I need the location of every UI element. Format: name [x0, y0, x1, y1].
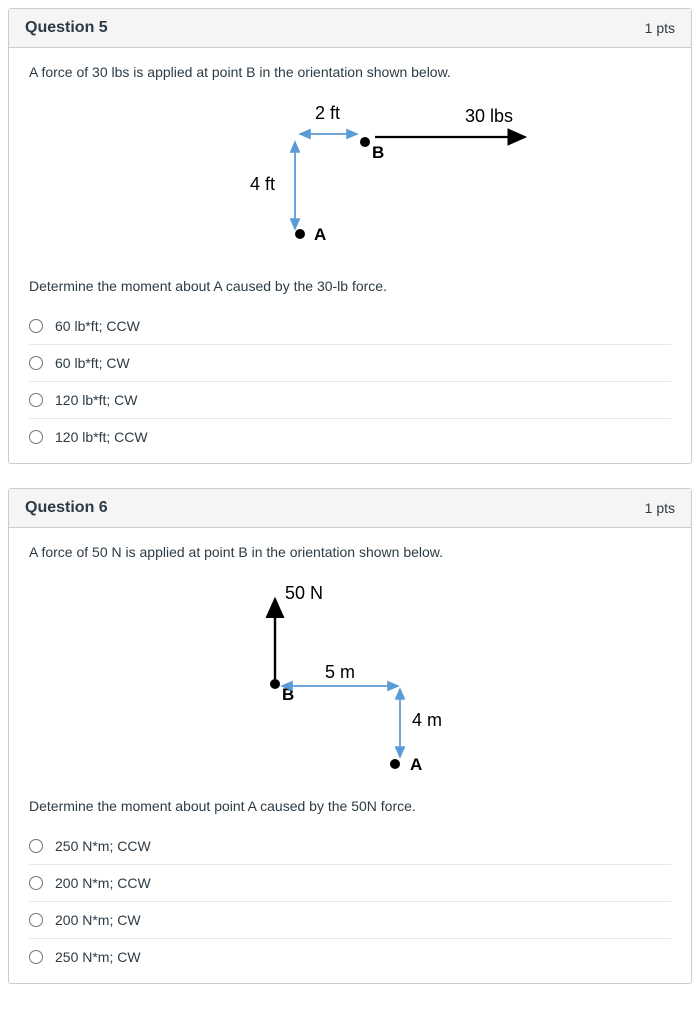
question-header: Question 6 1 pts — [9, 489, 691, 528]
question-body: A force of 50 N is applied at point B in… — [9, 528, 691, 983]
question-text-2: Determine the moment about A caused by t… — [29, 278, 671, 294]
question-body: A force of 30 lbs is applied at point B … — [9, 48, 691, 463]
radio-q5-2[interactable] — [29, 393, 43, 407]
label-B: B — [282, 685, 294, 704]
question-5: Question 5 1 pts A force of 30 lbs is ap… — [8, 8, 692, 464]
option-label: 60 lb*ft; CW — [55, 355, 130, 371]
option-label: 200 N*m; CW — [55, 912, 141, 928]
question-title: Question 6 — [25, 499, 108, 517]
question-text-2: Determine the moment about point A cause… — [29, 798, 671, 814]
options-q6: 250 N*m; CCW 200 N*m; CCW 200 N*m; CW 25… — [29, 828, 671, 975]
options-q5: 60 lb*ft; CCW 60 lb*ft; CW 120 lb*ft; CW… — [29, 308, 671, 455]
option-row[interactable]: 250 N*m; CW — [29, 939, 671, 975]
label-B: B — [372, 143, 384, 162]
radio-q5-3[interactable] — [29, 430, 43, 444]
option-label: 250 N*m; CCW — [55, 838, 151, 854]
question-text-1: A force of 50 N is applied at point B in… — [29, 544, 671, 560]
question-points: 1 pts — [645, 500, 675, 516]
option-label: 120 lb*ft; CCW — [55, 429, 148, 445]
question-text-1: A force of 30 lbs is applied at point B … — [29, 64, 671, 80]
label-A: A — [410, 755, 422, 774]
diagram-q6: B 50 N 5 m 4 m A — [29, 574, 671, 784]
radio-q6-0[interactable] — [29, 839, 43, 853]
label-A: A — [314, 225, 326, 244]
label-30lbs: 30 lbs — [465, 106, 513, 126]
label-4m: 4 m — [412, 710, 442, 730]
option-label: 120 lb*ft; CW — [55, 392, 137, 408]
radio-q6-1[interactable] — [29, 876, 43, 890]
diagram-q5: 4 ft 2 ft B 30 lbs A — [29, 94, 671, 264]
option-label: 60 lb*ft; CCW — [55, 318, 140, 334]
option-row[interactable]: 120 lb*ft; CCW — [29, 419, 671, 455]
question-title: Question 5 — [25, 19, 108, 37]
option-row[interactable]: 200 N*m; CCW — [29, 865, 671, 902]
option-row[interactable]: 60 lb*ft; CW — [29, 345, 671, 382]
option-row[interactable]: 200 N*m; CW — [29, 902, 671, 939]
option-row[interactable]: 250 N*m; CCW — [29, 828, 671, 865]
question-header: Question 5 1 pts — [9, 9, 691, 48]
option-label: 200 N*m; CCW — [55, 875, 151, 891]
option-label: 250 N*m; CW — [55, 949, 141, 965]
label-50N: 50 N — [285, 583, 323, 603]
radio-q5-1[interactable] — [29, 356, 43, 370]
label-5m: 5 m — [325, 662, 355, 682]
option-row[interactable]: 120 lb*ft; CW — [29, 382, 671, 419]
radio-q5-0[interactable] — [29, 319, 43, 333]
label-4ft: 4 ft — [250, 174, 275, 194]
question-6: Question 6 1 pts A force of 50 N is appl… — [8, 488, 692, 984]
radio-q6-2[interactable] — [29, 913, 43, 927]
question-points: 1 pts — [645, 20, 675, 36]
option-row[interactable]: 60 lb*ft; CCW — [29, 308, 671, 345]
radio-q6-3[interactable] — [29, 950, 43, 964]
label-2ft: 2 ft — [315, 103, 340, 123]
